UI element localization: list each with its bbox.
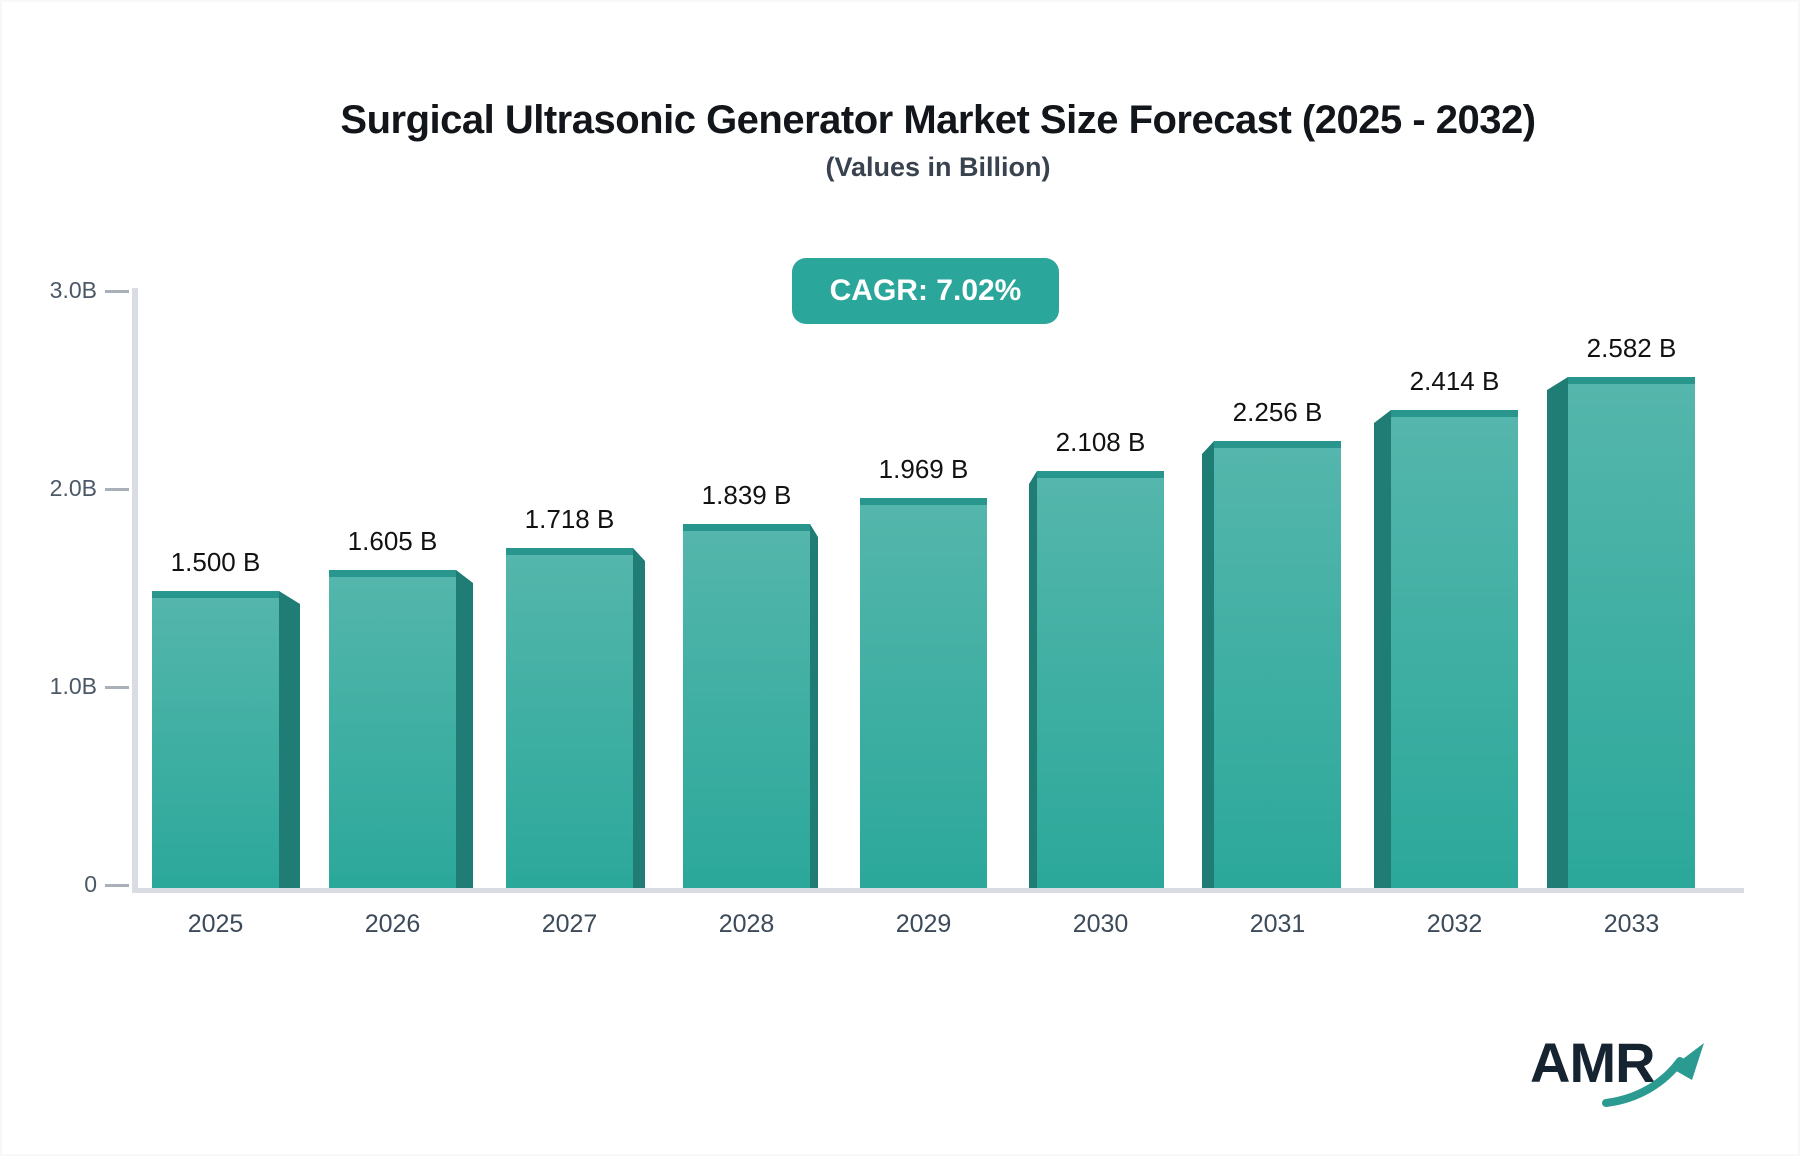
y-tick-mark — [105, 884, 129, 887]
bar-2033 — [1568, 377, 1695, 888]
bar-value-label-2029: 1.969 B — [878, 454, 969, 484]
bar-side-2026 — [456, 570, 473, 888]
y-tick-label: 3.0B — [49, 277, 97, 303]
x-axis-label-2029: 2029 — [895, 910, 952, 938]
y-tick-label: 1.0B — [49, 673, 97, 699]
bar-side-2033 — [1547, 377, 1568, 888]
bar-top-edge-2031 — [1214, 441, 1341, 448]
bar-side-2032 — [1374, 410, 1391, 888]
y-tick-mark — [105, 686, 129, 689]
bar-top-edge-2032 — [1391, 410, 1518, 417]
y-tick-label: 2.0B — [49, 475, 97, 501]
bar-top-edge-2030 — [1037, 471, 1164, 478]
x-axis-label-2025: 2025 — [187, 910, 244, 938]
bar-top-edge-2025 — [152, 591, 279, 598]
bar-2030 — [1037, 471, 1164, 888]
bar-top-edge-2026 — [329, 570, 456, 577]
bar-2027 — [506, 548, 633, 888]
bar-top-edge-2029 — [860, 498, 987, 505]
bar-side-2025 — [279, 591, 300, 888]
x-axis-label-2028: 2028 — [718, 910, 775, 938]
bar-side-2027 — [633, 548, 645, 888]
y-tick-mark — [105, 488, 129, 491]
x-axis-label-2032: 2032 — [1426, 910, 1483, 938]
amr-logo: AMR — [1530, 1030, 1720, 1120]
x-axis-label-2030: 2030 — [1072, 910, 1129, 938]
bar-side-2031 — [1202, 441, 1214, 888]
bar-value-label-2032: 2.414 B — [1409, 366, 1500, 396]
bar-value-label-2028: 1.839 B — [701, 480, 792, 510]
x-axis-label-2027: 2027 — [541, 910, 598, 938]
bar-2025 — [152, 591, 279, 888]
bar-value-label-2033: 2.582 B — [1586, 333, 1677, 363]
y-axis-line — [132, 288, 138, 890]
chart-subtitle: (Values in Billion) — [825, 152, 1051, 182]
bar-2032 — [1391, 410, 1518, 888]
cagr-badge: CAGR: 7.02% — [792, 258, 1059, 324]
x-axis-label-2033: 2033 — [1603, 910, 1660, 938]
bar-value-label-2030: 2.108 B — [1055, 427, 1146, 457]
bar-2029 — [860, 498, 987, 888]
growth-arrow-icon — [1602, 1043, 1704, 1107]
bar-top-edge-2033 — [1568, 377, 1695, 384]
bar-2028 — [683, 524, 810, 888]
bar-top-edge-2028 — [683, 524, 810, 531]
x-axis-label-2026: 2026 — [364, 910, 421, 938]
bar-top-edge-2027 — [506, 548, 633, 555]
chart-title: Surgical Ultrasonic Generator Market Siz… — [340, 98, 1536, 142]
x-axis-label-2031: 2031 — [1249, 910, 1306, 938]
y-tick-label: 0 — [84, 871, 97, 897]
bar-value-label-2025: 1.500 B — [170, 547, 261, 577]
y-tick-mark — [105, 290, 129, 293]
amr-logo-text: AMR — [1530, 1031, 1656, 1094]
bar-2031 — [1214, 441, 1341, 888]
bar-2026 — [329, 570, 456, 888]
bar-value-label-2026: 1.605 B — [347, 526, 438, 556]
bar-value-label-2027: 1.718 B — [524, 504, 615, 534]
bar-value-label-2031: 2.256 B — [1232, 397, 1323, 427]
bar-side-2030 — [1029, 471, 1037, 888]
x-axis-line — [132, 888, 1744, 893]
bar-side-2028 — [810, 524, 818, 888]
